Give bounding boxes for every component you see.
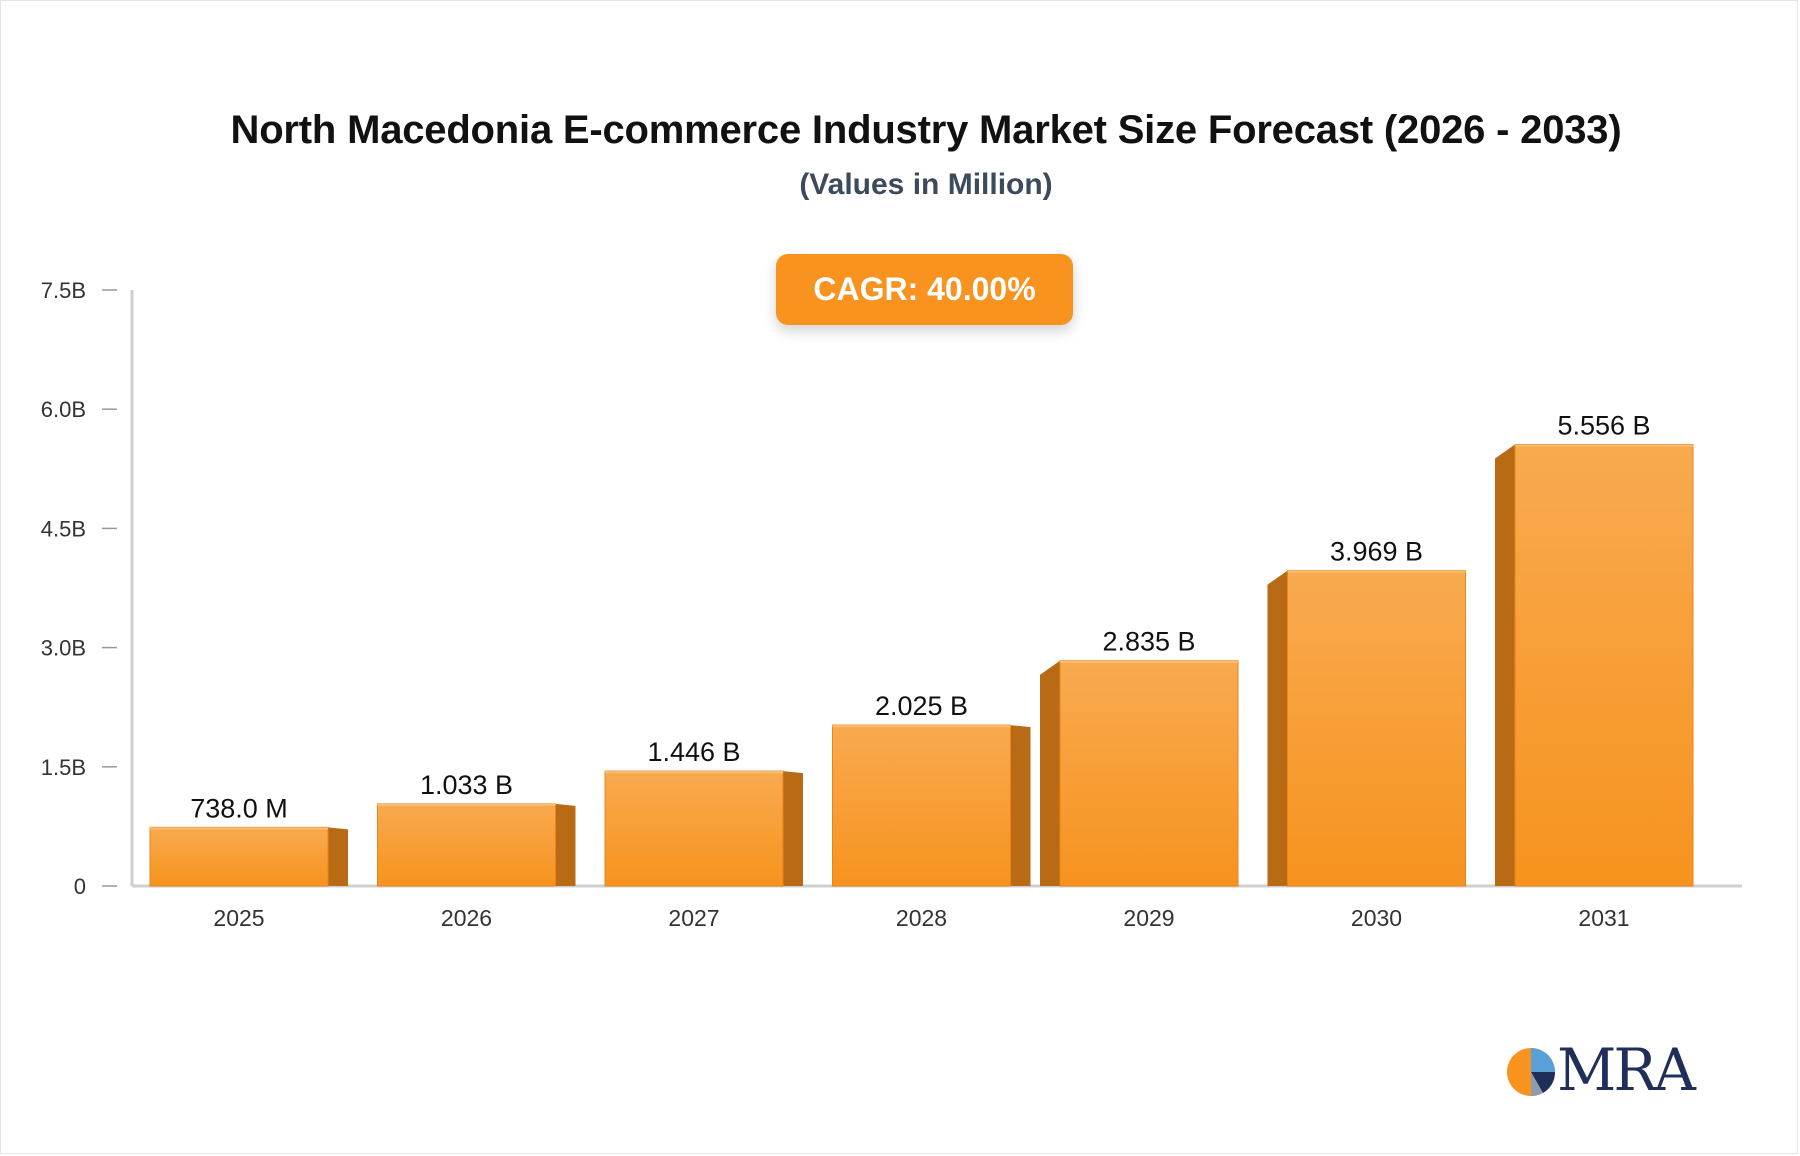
y-tick-label: 7.5B: [41, 278, 86, 303]
bar-value-label: 1.033 B: [420, 770, 513, 800]
x-tick-label: 2030: [1351, 905, 1402, 931]
y-tick-label: 3.0B: [41, 636, 86, 661]
bar-value-label: 1.446 B: [647, 737, 740, 767]
mra-logo: MRA: [1505, 1036, 1696, 1104]
logo-pie-icon: [1507, 1048, 1556, 1097]
bar-value-label: 5.556 B: [1557, 410, 1650, 440]
x-tick-label: 2031: [1578, 905, 1629, 931]
bar-value-label: 2.835 B: [1102, 627, 1195, 657]
x-tick-label: 2026: [441, 905, 492, 931]
bar-side: [783, 771, 803, 886]
x-tick-label: 2029: [1123, 905, 1174, 931]
bar-side: [555, 803, 576, 886]
bar-side: [1495, 444, 1515, 886]
bar: [377, 803, 556, 887]
bar-side: [1040, 660, 1060, 886]
bar: [604, 770, 784, 887]
bar-side: [328, 827, 348, 886]
cagr-badge: CAGR: 40.00%: [776, 254, 1073, 325]
bar: [1287, 570, 1466, 887]
y-tick-label: 6.0B: [41, 397, 86, 422]
x-tick-label: 2028: [896, 905, 947, 931]
bar: [1059, 660, 1239, 887]
x-tick-label: 2027: [668, 905, 719, 931]
bar: [1514, 443, 1694, 887]
y-tick-label: 1.5B: [41, 755, 86, 780]
chart-title: North Macedonia E-commerce Industry Mark…: [230, 108, 1622, 152]
bar-value-label: 2.025 B: [875, 691, 968, 721]
chart-subtitle: (Values in Million): [799, 168, 1053, 201]
y-tick-label: 0: [74, 874, 86, 899]
bar-value-label: 3.969 B: [1330, 537, 1423, 567]
bar-side: [1010, 725, 1031, 886]
bar: [149, 826, 329, 887]
x-tick-label: 2025: [213, 905, 264, 931]
bar-value-label: 738.0 M: [190, 793, 288, 823]
logo-text: MRA: [1557, 1036, 1696, 1104]
y-tick-label: 4.5B: [41, 516, 86, 541]
bar: [832, 724, 1011, 887]
bar-side: [1267, 570, 1288, 886]
